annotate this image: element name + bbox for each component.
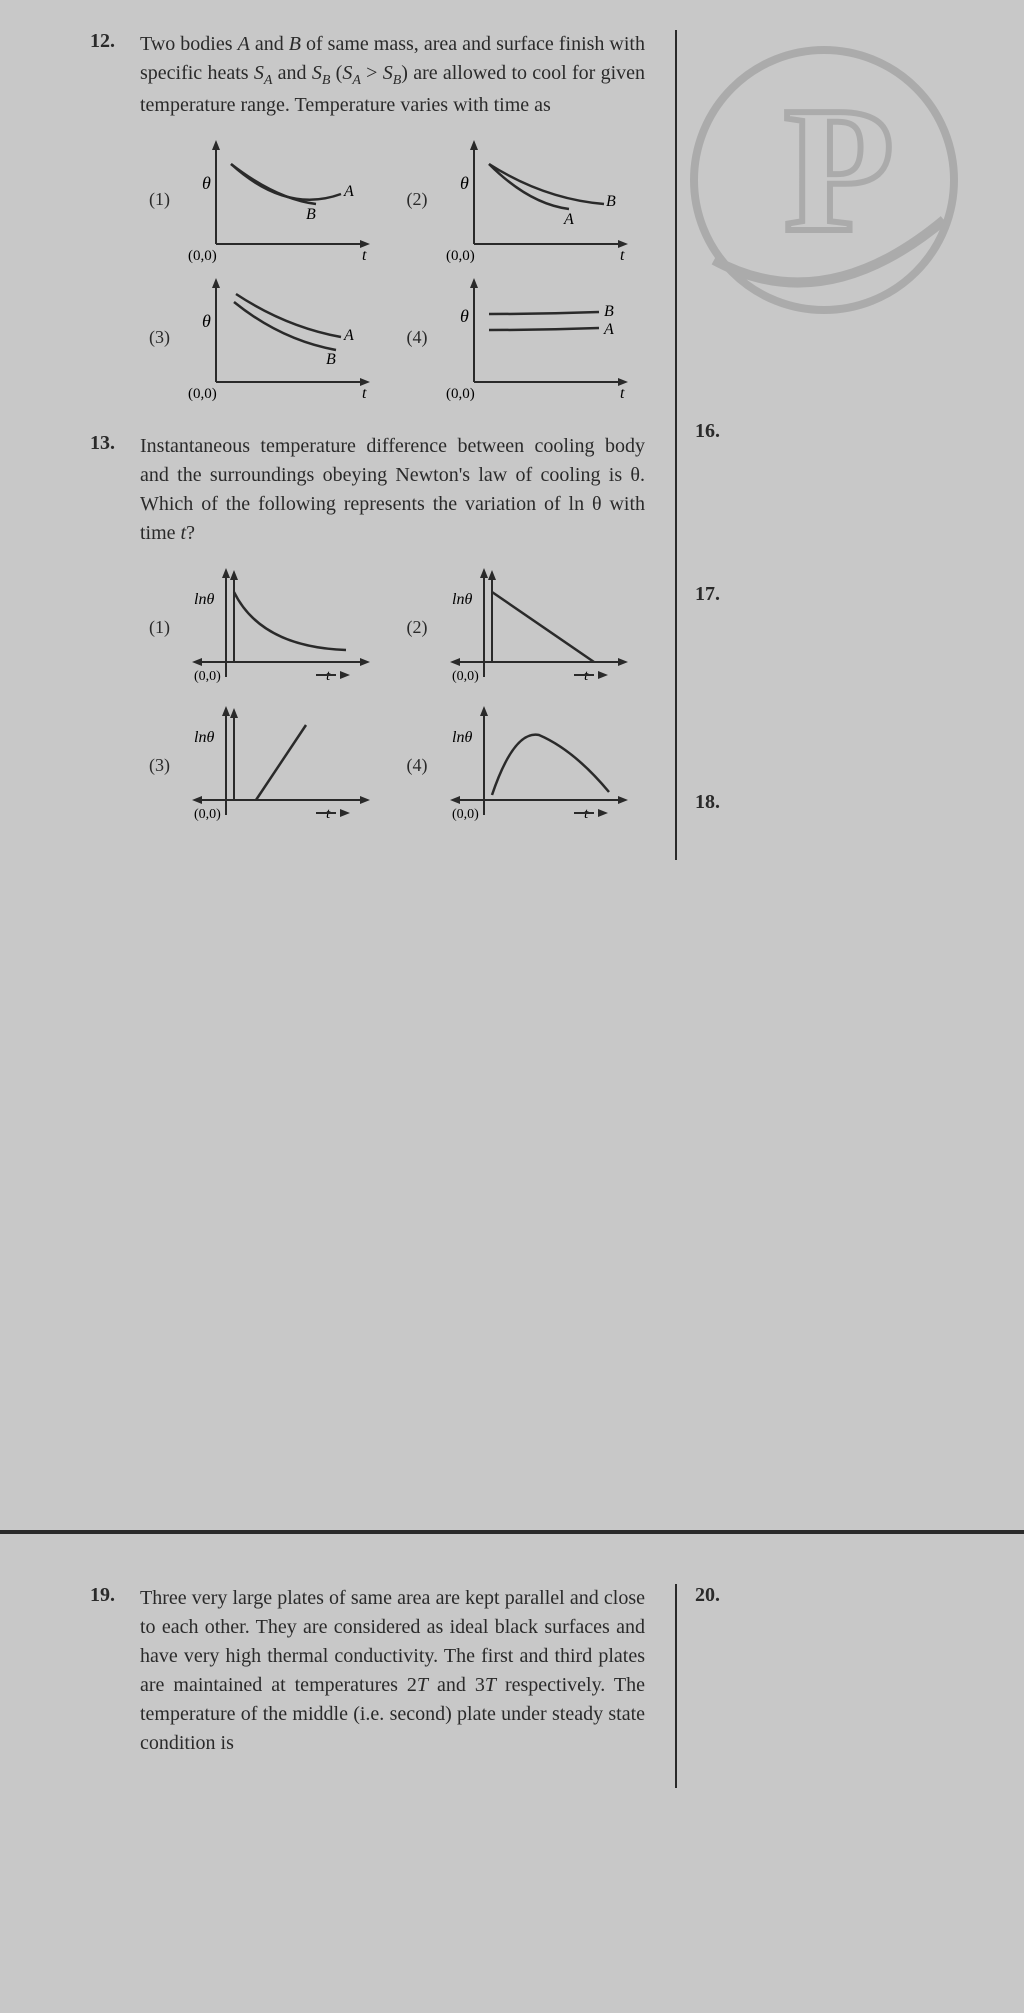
q19-body: Three very large plates of same area are… xyxy=(140,1584,645,1758)
svg-text:lnθ: lnθ xyxy=(194,591,214,608)
svg-text:(0,0): (0,0) xyxy=(452,669,479,684)
svg-text:(0,0): (0,0) xyxy=(188,386,217,402)
svg-text:(0,0): (0,0) xyxy=(194,807,221,822)
svg-text:A: A xyxy=(343,183,354,200)
q13-body: Instantaneous temperature difference bet… xyxy=(140,432,645,830)
q12-text: Two bodies A and B of same mass, area an… xyxy=(140,33,645,116)
q12-graph-3: θ (0,0) t A B xyxy=(176,272,376,402)
marker-20: 20. xyxy=(695,1584,735,1607)
svg-text:(0,0): (0,0) xyxy=(452,807,479,822)
svg-text:θ: θ xyxy=(460,173,469,193)
q13-option-4: (4) lnθ (0,0) t xyxy=(398,700,646,830)
svg-text:t: t xyxy=(620,247,625,264)
marker-18: 18. xyxy=(695,791,735,814)
svg-text:lnθ: lnθ xyxy=(452,729,472,746)
svg-text:B: B xyxy=(606,193,616,210)
q13-graph-2: lnθ (0,0) t xyxy=(434,562,634,692)
svg-text:(0,0): (0,0) xyxy=(446,248,475,264)
q13-graph-1: lnθ (0,0) t xyxy=(176,562,376,692)
question-13: 13. Instantaneous temperature difference… xyxy=(90,432,645,830)
svg-text:θ: θ xyxy=(460,306,469,326)
svg-text:B: B xyxy=(306,206,316,223)
q12-option-1: (1) θ (0,0) t B xyxy=(140,134,388,264)
q13-graph-3: lnθ (0,0) t xyxy=(176,700,376,830)
question-19: 19. Three very large plates of same area… xyxy=(90,1584,645,1758)
svg-text:θ: θ xyxy=(202,311,211,331)
q12-graph-1: θ (0,0) t B A xyxy=(176,134,376,264)
q13-graph-4: lnθ (0,0) t xyxy=(434,700,634,830)
q19-number: 19. xyxy=(90,1584,140,1758)
svg-text:A: A xyxy=(343,327,354,344)
svg-text:A: A xyxy=(563,211,574,228)
marker-17: 17. xyxy=(695,583,735,606)
svg-text:θ: θ xyxy=(202,173,211,193)
right-column-markers: 16. 17. 18. xyxy=(675,30,735,860)
q12-option-3: (3) θ (0,0) t A xyxy=(140,272,388,402)
q13-option-3: (3) lnθ (0,0) t xyxy=(140,700,388,830)
q12-graph-2: θ (0,0) t A B xyxy=(434,134,634,264)
svg-text:t: t xyxy=(362,385,367,402)
q12-option-2: (2) θ (0,0) t A xyxy=(398,134,646,264)
q12-body: Two bodies A and B of same mass, area an… xyxy=(140,30,645,402)
q13-option-1: (1) lnθ (0,0) t xyxy=(140,562,388,692)
question-12: 12. Two bodies A and B of same mass, are… xyxy=(90,30,645,402)
svg-text:lnθ: lnθ xyxy=(452,591,472,608)
marker-16: 16. xyxy=(695,420,735,443)
svg-text:t: t xyxy=(620,385,625,402)
svg-text:(0,0): (0,0) xyxy=(188,248,217,264)
right-column-markers-2: 20. xyxy=(675,1584,735,1788)
svg-text:(0,0): (0,0) xyxy=(446,386,475,402)
q12-number: 12. xyxy=(90,30,140,402)
svg-text:lnθ: lnθ xyxy=(194,729,214,746)
svg-text:A: A xyxy=(603,321,614,338)
q12-option-4: (4) θ (0,0) t B xyxy=(398,272,646,402)
svg-text:t: t xyxy=(362,247,367,264)
svg-text:(0,0): (0,0) xyxy=(194,669,221,684)
svg-text:B: B xyxy=(604,303,614,320)
svg-text:B: B xyxy=(326,351,336,368)
q13-text: Instantaneous temperature difference bet… xyxy=(140,435,645,544)
q12-graph-4: θ (0,0) t B A xyxy=(434,272,634,402)
q13-option-2: (2) lnθ (0,0) t xyxy=(398,562,646,692)
q13-number: 13. xyxy=(90,432,140,830)
